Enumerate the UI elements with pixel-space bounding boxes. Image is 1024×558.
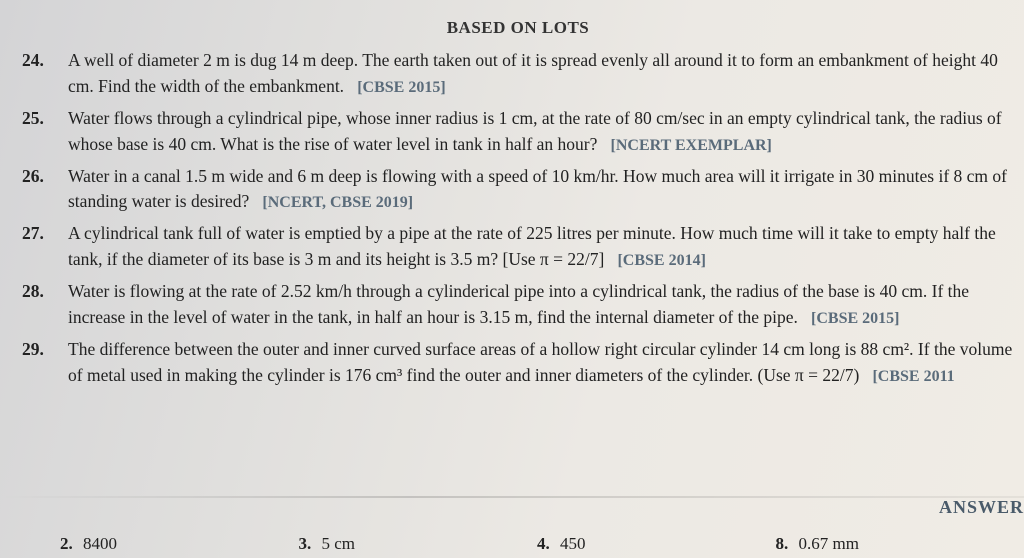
answer-value: 0.67 mm [799,534,859,553]
question-text: Water flows through a cylindrical pipe, … [68,108,1002,154]
question-item: 28. Water is flowing at the rate of 2.52… [18,279,1018,331]
question-item: 27. A cylindrical tank full of water is … [18,221,1018,273]
question-number: 28. [22,279,44,305]
question-text: Water in a canal 1.5 m wide and 6 m deep… [68,166,1007,212]
question-text: A well of diameter 2 m is dug 14 m deep.… [68,50,998,96]
question-number: 24. [22,48,44,74]
question-number: 27. [22,221,44,247]
question-text: A cylindrical tank full of water is empt… [68,223,996,269]
question-number: 29. [22,337,44,363]
answer-item: 8. 0.67 mm [776,534,1015,554]
question-number: 26. [22,164,44,190]
question-text: The difference between the outer and inn… [68,339,1012,385]
source-tag: [CBSE 2015] [811,310,899,327]
answer-item: 3. 5 cm [299,534,538,554]
source-tag: [CBSE 2011 [872,368,954,385]
source-tag: [NCERT, CBSE 2019] [262,194,413,211]
answer-item: 2. 8400 [60,534,299,554]
answer-value: 8400 [83,534,117,553]
answer-number: 4. [537,534,550,553]
answers-heading: ANSWER [939,497,1024,518]
question-text: Water is flowing at the rate of 2.52 km/… [68,281,969,327]
source-tag: [CBSE 2014] [617,252,705,269]
question-item: 24. A well of diameter 2 m is dug 14 m d… [18,48,1018,100]
textbook-page: BASED ON LOTS 24. A well of diameter 2 m… [0,0,1024,558]
answer-number: 8. [776,534,789,553]
answer-value: 5 cm [322,534,356,553]
question-list: 24. A well of diameter 2 m is dug 14 m d… [18,48,1018,389]
answers-row: 2. 8400 3. 5 cm 4. 450 8. 0.67 mm [60,534,1014,554]
question-item: 26. Water in a canal 1.5 m wide and 6 m … [18,164,1018,216]
answer-number: 2. [60,534,73,553]
answer-number: 3. [299,534,312,553]
question-item: 29. The difference between the outer and… [18,337,1018,389]
answer-item: 4. 450 [537,534,776,554]
page-crease [0,496,1024,498]
section-heading: BASED ON LOTS [18,18,1018,38]
question-number: 25. [22,106,44,132]
source-tag: [CBSE 2015] [357,79,445,96]
source-tag: [NCERT EXEMPLAR] [611,137,772,154]
question-item: 25. Water flows through a cylindrical pi… [18,106,1018,158]
answer-value: 450 [560,534,586,553]
